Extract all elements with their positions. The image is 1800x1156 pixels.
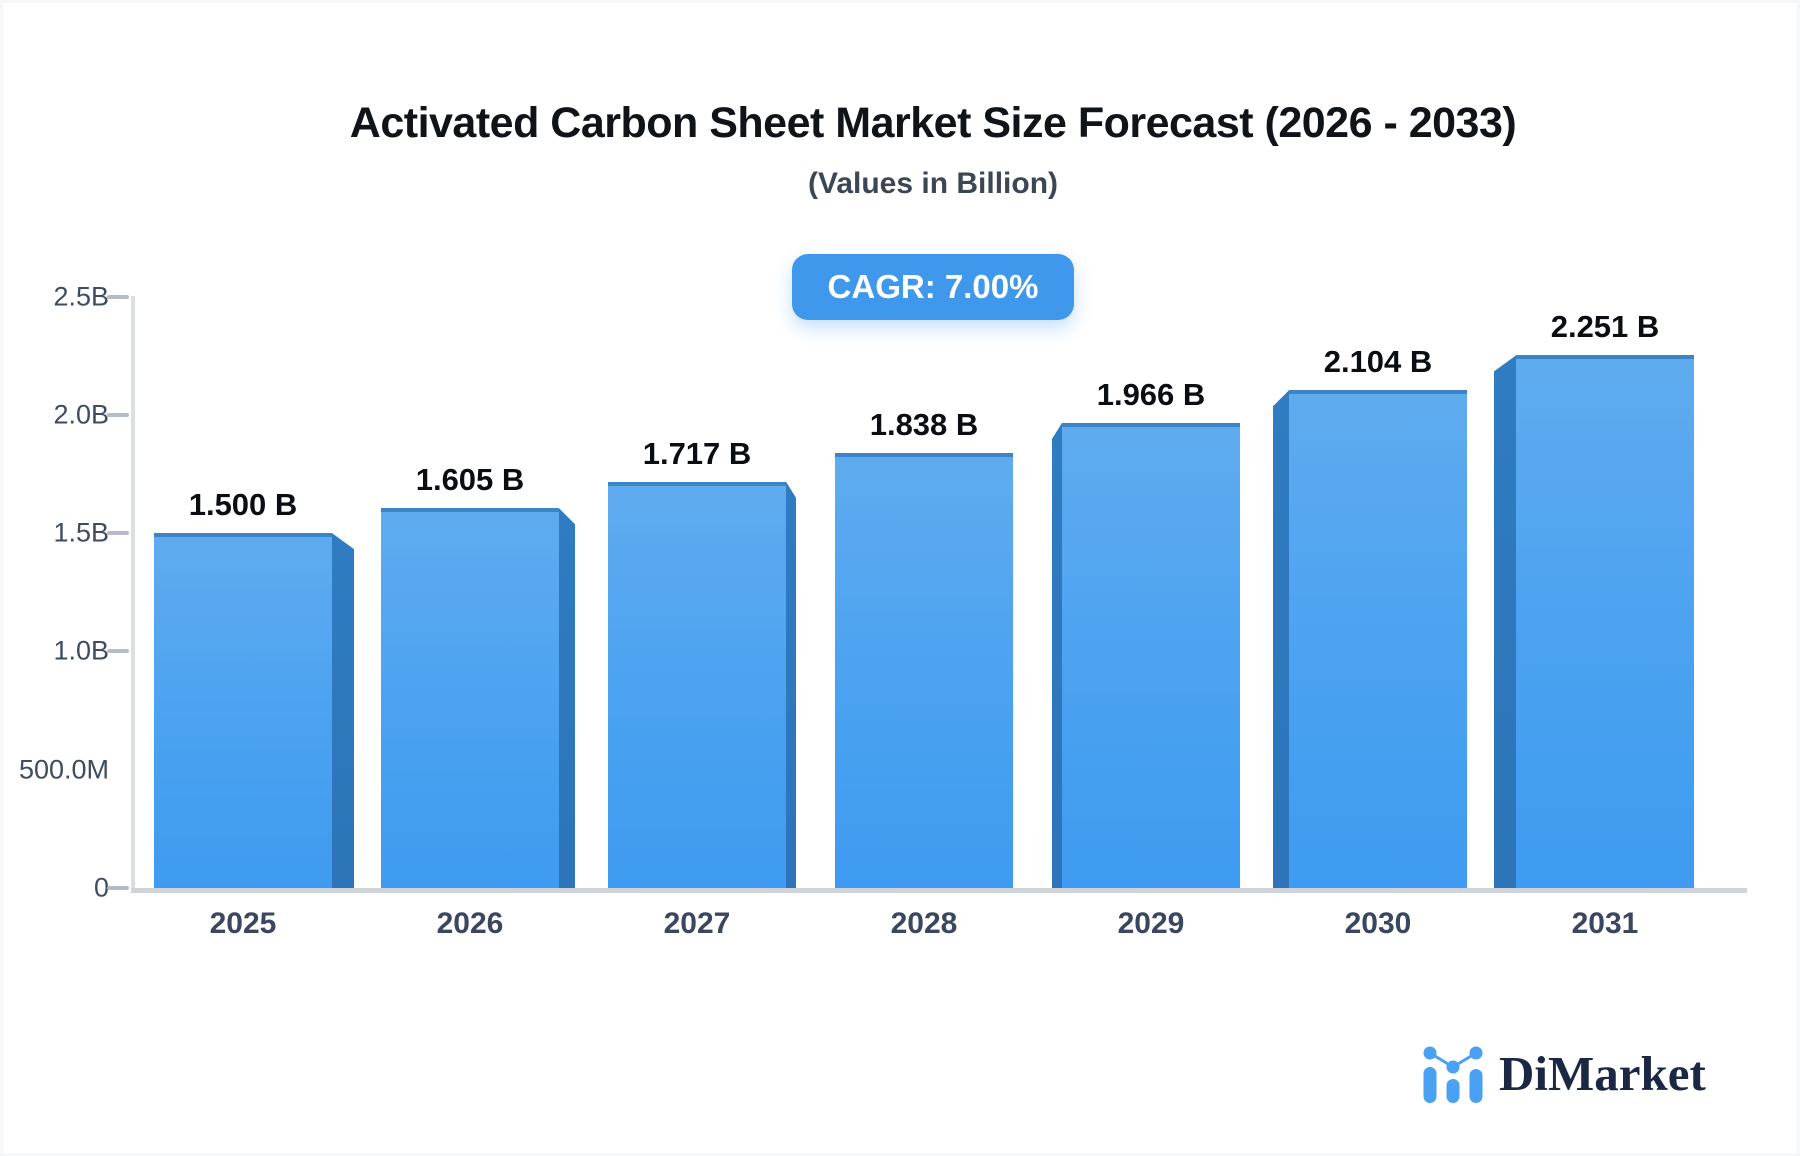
bar-value-label: 1.500 B: [188, 487, 298, 523]
bar-2026[interactable]: [381, 508, 559, 888]
dimarket-logo: DiMarket: [1421, 1041, 1706, 1105]
bar-2027[interactable]: [608, 481, 786, 888]
logo-dot-middle: [1446, 1060, 1460, 1074]
bar-side-3d: [1052, 422, 1062, 888]
logo-text: DiMarket: [1499, 1045, 1706, 1101]
bar-value-label: 1.717 B: [642, 435, 752, 471]
chart-title: Activated Carbon Sheet Market Size Forec…: [349, 99, 1517, 147]
bar-2028[interactable]: [835, 453, 1013, 888]
y-axis-tick: [107, 886, 129, 890]
bar-2031[interactable]: [1516, 355, 1694, 888]
chart-subtitle: (Values in Billion): [807, 167, 1059, 200]
bar-2025[interactable]: [154, 533, 332, 888]
bar-value-label: 1.966 B: [1096, 376, 1206, 412]
bar-value-label: 1.605 B: [415, 462, 525, 498]
y-axis-tick: [107, 531, 129, 536]
x-axis-label: 2030: [1344, 907, 1412, 940]
bar-chart-plot: 2.5B 2.0B 1.5B 1.0B 500.0M 0 1.500 B 2025 1.605 …: [3, 3, 1800, 1156]
bar-side-3d: [1494, 355, 1516, 888]
chart-card: Activated Carbon Sheet Market Size Forec…: [3, 3, 1797, 1153]
y-axis-label: 2.0B: [53, 399, 109, 430]
x-axis-label: 2031: [1571, 907, 1639, 940]
x-axis-label: 2027: [663, 907, 731, 940]
x-axis-baseline: [131, 888, 1747, 893]
bar-value-label: 2.104 B: [1323, 344, 1433, 380]
cagr-badge: CAGR: 7.00%: [791, 254, 1075, 320]
y-axis-label: 1.5B: [53, 517, 109, 548]
bar-value-label: 2.251 B: [1550, 309, 1660, 345]
logo-bar-middle: [1446, 1079, 1460, 1103]
x-axis-label: 2029: [1117, 907, 1185, 940]
bar-side-3d: [332, 533, 354, 888]
logo-bar-left: [1423, 1067, 1437, 1103]
logo-bar-right: [1469, 1069, 1483, 1103]
bar-side-3d: [1273, 390, 1289, 888]
y-axis-label: 0: [93, 872, 109, 903]
cagr-badge-wrap: CAGR: 7.00%: [58, 254, 1800, 320]
logo-chart-icon: [1423, 1046, 1483, 1103]
y-axis-line: [131, 296, 135, 888]
logo-dot-left: [1423, 1046, 1437, 1060]
y-axis-label: 2.5B: [53, 281, 109, 311]
bar-2030[interactable]: [1289, 390, 1467, 888]
y-axis-label: 500.0M: [18, 754, 109, 785]
y-axis-label: 1.0B: [53, 635, 109, 666]
x-axis-label: 2028: [890, 907, 958, 940]
y-axis-tick: [107, 412, 129, 417]
y-axis-tick: [107, 649, 129, 654]
bar-side-3d: [786, 481, 796, 888]
x-axis-label: 2025: [209, 907, 277, 940]
logo-dot-right: [1469, 1046, 1483, 1060]
bar-value-label: 1.838 B: [869, 407, 979, 443]
x-axis-label: 2026: [436, 907, 504, 940]
bar-side-3d: [559, 508, 575, 888]
bar-2029[interactable]: [1062, 422, 1240, 888]
y-axis-tick: [107, 294, 129, 299]
